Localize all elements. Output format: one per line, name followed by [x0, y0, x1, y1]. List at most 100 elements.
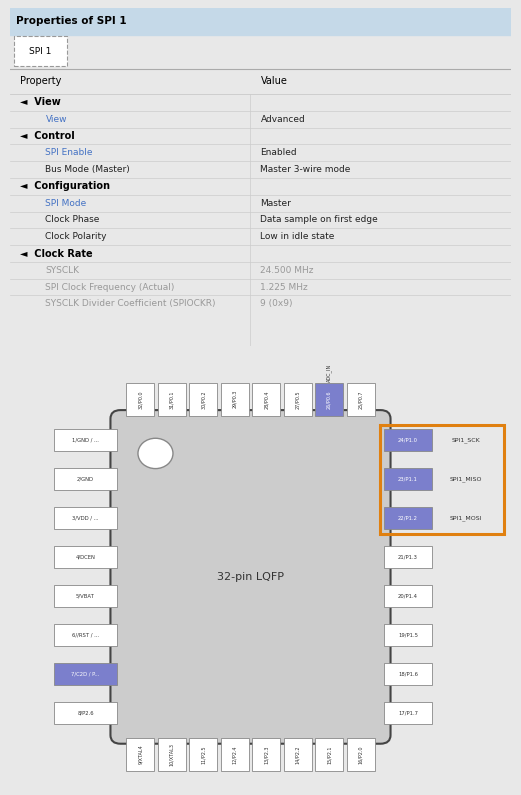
Text: 4/DCEN: 4/DCEN: [76, 555, 95, 560]
Text: View: View: [45, 114, 67, 124]
Text: 31/P0.1: 31/P0.1: [169, 390, 175, 409]
FancyBboxPatch shape: [54, 624, 117, 646]
FancyBboxPatch shape: [189, 738, 217, 771]
Text: 9 (0x9): 9 (0x9): [260, 300, 293, 308]
FancyBboxPatch shape: [54, 429, 117, 452]
Text: 19/P1.5: 19/P1.5: [398, 633, 418, 638]
Text: 18/P1.6: 18/P1.6: [398, 672, 418, 677]
Text: 28/P0.4: 28/P0.4: [264, 390, 269, 409]
FancyBboxPatch shape: [54, 702, 117, 724]
Text: SPI Mode: SPI Mode: [45, 199, 86, 207]
FancyBboxPatch shape: [54, 663, 117, 685]
FancyBboxPatch shape: [346, 383, 375, 416]
Text: ◄  Clock Rate: ◄ Clock Rate: [20, 249, 93, 258]
Text: SPI1_SCK: SPI1_SCK: [451, 437, 480, 444]
FancyBboxPatch shape: [384, 663, 432, 685]
Text: 32-pin LQFP: 32-pin LQFP: [217, 572, 284, 582]
Text: 29/P0.3: 29/P0.3: [232, 390, 237, 409]
Bar: [10, 8, 511, 35]
Text: 16/P2.0: 16/P2.0: [358, 745, 363, 764]
Text: ◄  View: ◄ View: [20, 98, 61, 107]
FancyBboxPatch shape: [110, 410, 391, 744]
FancyBboxPatch shape: [14, 36, 67, 67]
Text: Low in idle state: Low in idle state: [260, 232, 335, 241]
Text: SYSCLK Divider Coefficient (SPIOCKR): SYSCLK Divider Coefficient (SPIOCKR): [45, 300, 216, 308]
Text: 14/P2.2: 14/P2.2: [295, 745, 300, 764]
Text: Master: Master: [260, 199, 291, 207]
Text: 17/P1.7: 17/P1.7: [398, 711, 418, 716]
FancyBboxPatch shape: [127, 738, 154, 771]
Text: 27/P0.5: 27/P0.5: [295, 390, 300, 409]
Text: 11/P2.5: 11/P2.5: [201, 745, 206, 764]
Text: Value: Value: [260, 76, 288, 87]
Text: 24.500 MHz: 24.500 MHz: [260, 266, 314, 275]
FancyBboxPatch shape: [384, 702, 432, 724]
FancyBboxPatch shape: [252, 383, 280, 416]
Text: Advanced: Advanced: [260, 114, 305, 124]
FancyBboxPatch shape: [384, 624, 432, 646]
FancyBboxPatch shape: [384, 429, 432, 452]
Text: 8/P2.6: 8/P2.6: [77, 711, 94, 716]
Text: SYSCLK: SYSCLK: [45, 266, 79, 275]
FancyBboxPatch shape: [283, 738, 312, 771]
Text: Clock Polarity: Clock Polarity: [45, 232, 107, 241]
Text: 1/GND / ...: 1/GND / ...: [72, 438, 99, 443]
Text: 32/P0.0: 32/P0.0: [138, 390, 143, 409]
Bar: [10, 35, 511, 69]
Text: SPI Enable: SPI Enable: [45, 149, 93, 157]
Text: SPI 1: SPI 1: [29, 48, 52, 56]
Text: 30/P0.2: 30/P0.2: [201, 390, 206, 409]
Text: Enabled: Enabled: [260, 149, 297, 157]
FancyBboxPatch shape: [315, 383, 343, 416]
FancyBboxPatch shape: [54, 585, 117, 607]
Text: SPI1_MISO: SPI1_MISO: [449, 476, 482, 483]
Text: Property: Property: [20, 76, 62, 87]
Text: ◄  Control: ◄ Control: [20, 131, 75, 141]
FancyBboxPatch shape: [54, 507, 117, 529]
FancyBboxPatch shape: [384, 546, 432, 568]
Text: 23/P1.1: 23/P1.1: [398, 477, 418, 482]
FancyBboxPatch shape: [315, 738, 343, 771]
Text: 3/VDD / ...: 3/VDD / ...: [72, 516, 98, 521]
Text: Clock Phase: Clock Phase: [45, 215, 100, 224]
Text: 6//RST / ...: 6//RST / ...: [72, 633, 99, 638]
Circle shape: [138, 438, 173, 468]
Text: 9/XTAL4: 9/XTAL4: [138, 745, 143, 765]
FancyBboxPatch shape: [346, 738, 375, 771]
Text: ◄  Configuration: ◄ Configuration: [20, 181, 110, 192]
Text: 22/P1.2: 22/P1.2: [398, 516, 418, 521]
Text: 15/P2.1: 15/P2.1: [327, 745, 331, 764]
Text: 7/C2D / P...: 7/C2D / P...: [71, 672, 100, 677]
Text: 26/P0.6: 26/P0.6: [327, 390, 331, 409]
FancyBboxPatch shape: [158, 738, 186, 771]
FancyBboxPatch shape: [384, 507, 432, 529]
FancyBboxPatch shape: [54, 468, 117, 491]
FancyBboxPatch shape: [54, 546, 117, 568]
FancyBboxPatch shape: [221, 738, 249, 771]
FancyBboxPatch shape: [283, 383, 312, 416]
FancyBboxPatch shape: [221, 383, 249, 416]
Text: 24/P1.0: 24/P1.0: [398, 438, 418, 443]
Text: 25/P0.7: 25/P0.7: [358, 390, 363, 409]
Text: 13/P2.3: 13/P2.3: [264, 745, 269, 764]
FancyBboxPatch shape: [384, 585, 432, 607]
Text: Bus Mode (Master): Bus Mode (Master): [45, 165, 130, 174]
Text: ADC_IN: ADC_IN: [326, 363, 332, 382]
FancyBboxPatch shape: [384, 468, 432, 491]
Text: 1.225 MHz: 1.225 MHz: [260, 282, 308, 292]
Text: Properties of SPI 1: Properties of SPI 1: [17, 17, 127, 26]
Text: 5/VBAT: 5/VBAT: [76, 594, 95, 599]
Text: 20/P1.4: 20/P1.4: [398, 594, 418, 599]
Text: SPI1_MOSI: SPI1_MOSI: [449, 516, 482, 522]
Text: 12/P2.4: 12/P2.4: [232, 745, 237, 764]
Text: SPI Clock Frequency (Actual): SPI Clock Frequency (Actual): [45, 282, 175, 292]
FancyBboxPatch shape: [158, 383, 186, 416]
Text: 21/P1.3: 21/P1.3: [398, 555, 418, 560]
Text: Data sample on first edge: Data sample on first edge: [260, 215, 378, 224]
FancyBboxPatch shape: [127, 383, 154, 416]
Text: 2/GND: 2/GND: [77, 477, 94, 482]
Text: 10/XTAL3: 10/XTAL3: [169, 743, 175, 766]
Text: Master 3-wire mode: Master 3-wire mode: [260, 165, 351, 174]
FancyBboxPatch shape: [189, 383, 217, 416]
FancyBboxPatch shape: [252, 738, 280, 771]
